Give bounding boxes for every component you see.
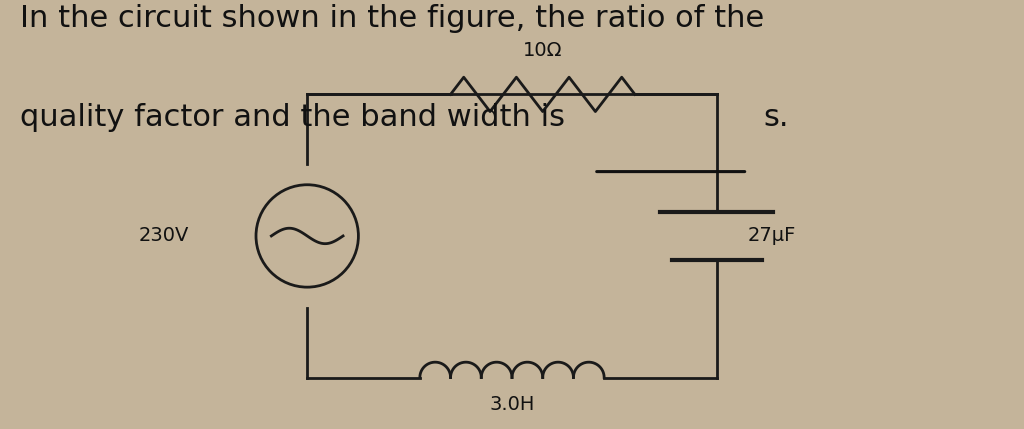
Text: s.: s.	[763, 103, 788, 132]
Text: quality factor and the band width is: quality factor and the band width is	[20, 103, 565, 132]
Text: 3.0H: 3.0H	[489, 395, 535, 414]
Text: In the circuit shown in the figure, the ratio of the: In the circuit shown in the figure, the …	[20, 4, 765, 33]
Text: 27μF: 27μF	[748, 227, 796, 245]
Text: 10Ω: 10Ω	[523, 41, 562, 60]
Text: 230V: 230V	[139, 227, 189, 245]
